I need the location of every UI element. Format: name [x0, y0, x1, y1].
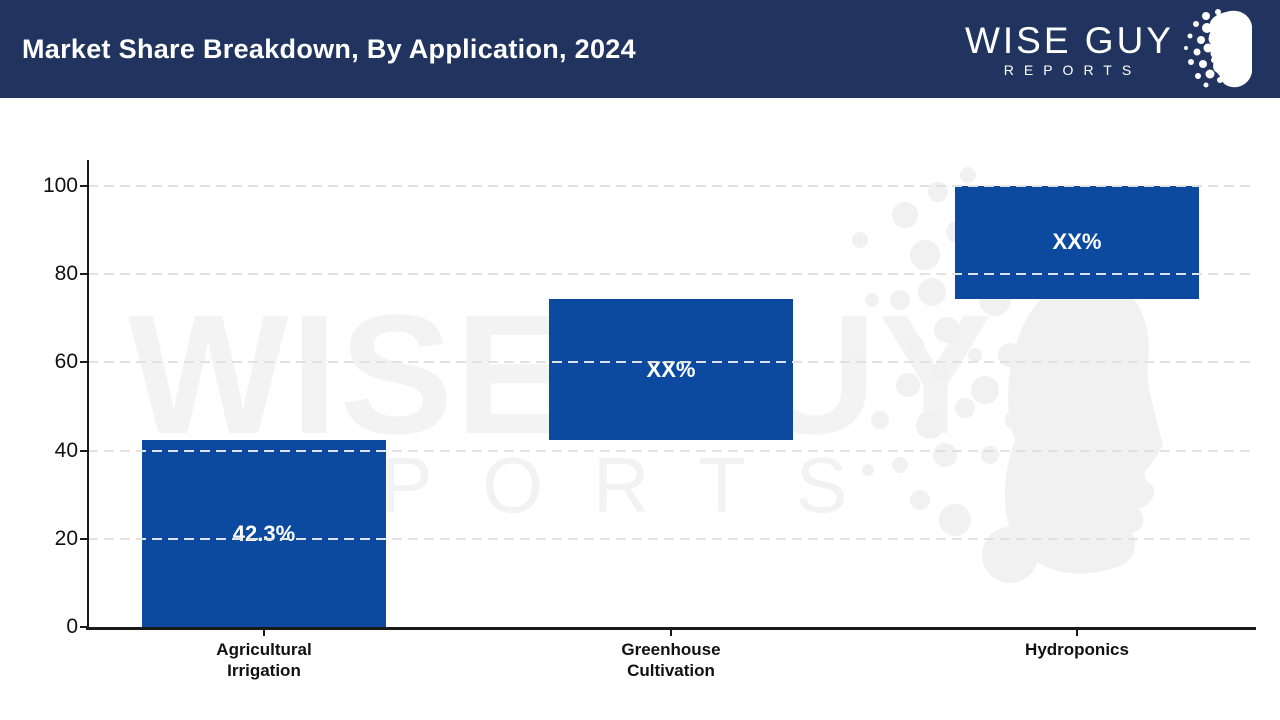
gridline	[88, 185, 1253, 187]
logo-wordmark: WISE GUY REPORTS	[964, 19, 1174, 78]
gridline	[88, 361, 1253, 364]
y-tick-label: 100	[42, 174, 78, 197]
chart-area: WISE GUY REPORTS	[0, 98, 1280, 720]
y-tick-mark	[80, 185, 87, 187]
bar-value-label: XX%	[646, 356, 696, 382]
y-tick-label: 80	[54, 262, 78, 286]
y-tick-mark	[80, 626, 87, 628]
logo-face-icon	[1184, 9, 1252, 88]
bar-value-label: XX%	[1052, 229, 1102, 255]
x-tick-mark	[263, 627, 265, 636]
x-tick-mark	[670, 627, 672, 636]
bar-segment: XX%	[549, 298, 793, 441]
y-tick-label: 0	[66, 615, 78, 638]
y-tick-mark	[80, 361, 87, 364]
x-category-label: Agricultural Irrigation	[216, 640, 312, 680]
x-category-label: Hydroponics	[1025, 640, 1129, 659]
logo-wordmark-line2: REPORTS	[1003, 61, 1142, 78]
bar-segment: XX%	[955, 186, 1199, 299]
y-tick-mark	[80, 273, 87, 276]
bar-segment: 42.3%	[142, 440, 386, 627]
plot-area: 42.3% XX% XX% 0 20 40 60 80 100 Agricultural Irri…	[0, 98, 1280, 720]
wiseguy-logo: WISE GUY REPORTS	[965, 6, 1262, 92]
y-tick-mark	[80, 449, 87, 452]
gridline	[88, 537, 1253, 540]
chart-title: Market Share Breakdown, By Application, …	[22, 33, 636, 64]
gridline	[88, 273, 1253, 276]
y-tick-label: 40	[54, 438, 78, 462]
y-tick-label: 60	[54, 350, 78, 374]
bar-value-label: 42.3%	[232, 520, 296, 546]
logo-wordmark-line1: WISE GUY	[964, 19, 1174, 61]
x-category-label: Greenhouse Cultivation	[621, 640, 721, 680]
y-tick-mark	[80, 537, 87, 540]
y-axis	[87, 160, 89, 630]
y-tick-label: 20	[54, 526, 78, 550]
x-tick-mark	[1076, 627, 1078, 636]
report-header: Market Share Breakdown, By Application, …	[0, 0, 1280, 98]
gridline	[88, 449, 1253, 452]
